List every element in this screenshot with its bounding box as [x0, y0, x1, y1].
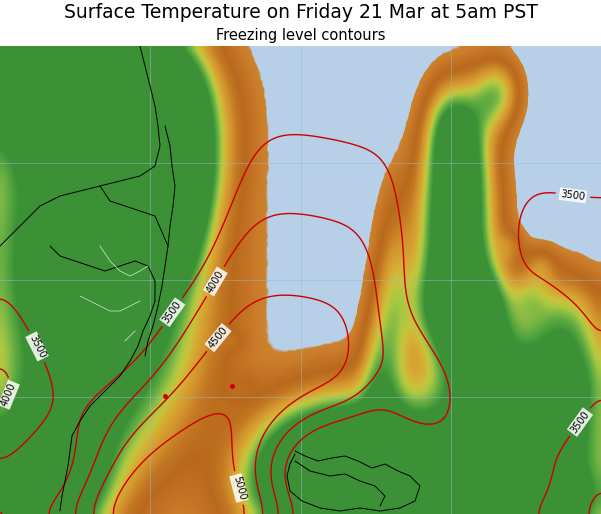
Text: 3500: 3500 — [27, 333, 47, 360]
Text: 5000: 5000 — [231, 475, 247, 501]
Text: Freezing level contours: Freezing level contours — [216, 28, 385, 43]
Text: 4500: 4500 — [206, 325, 230, 351]
Text: 3500: 3500 — [569, 409, 591, 435]
Text: Surface Temperature on Friday 21 Mar at 5am PST: Surface Temperature on Friday 21 Mar at … — [64, 4, 537, 23]
Text: 4000: 4000 — [0, 381, 18, 408]
Text: 4000: 4000 — [205, 268, 226, 295]
Text: 3500: 3500 — [560, 189, 586, 202]
Text: 3500: 3500 — [161, 299, 183, 325]
